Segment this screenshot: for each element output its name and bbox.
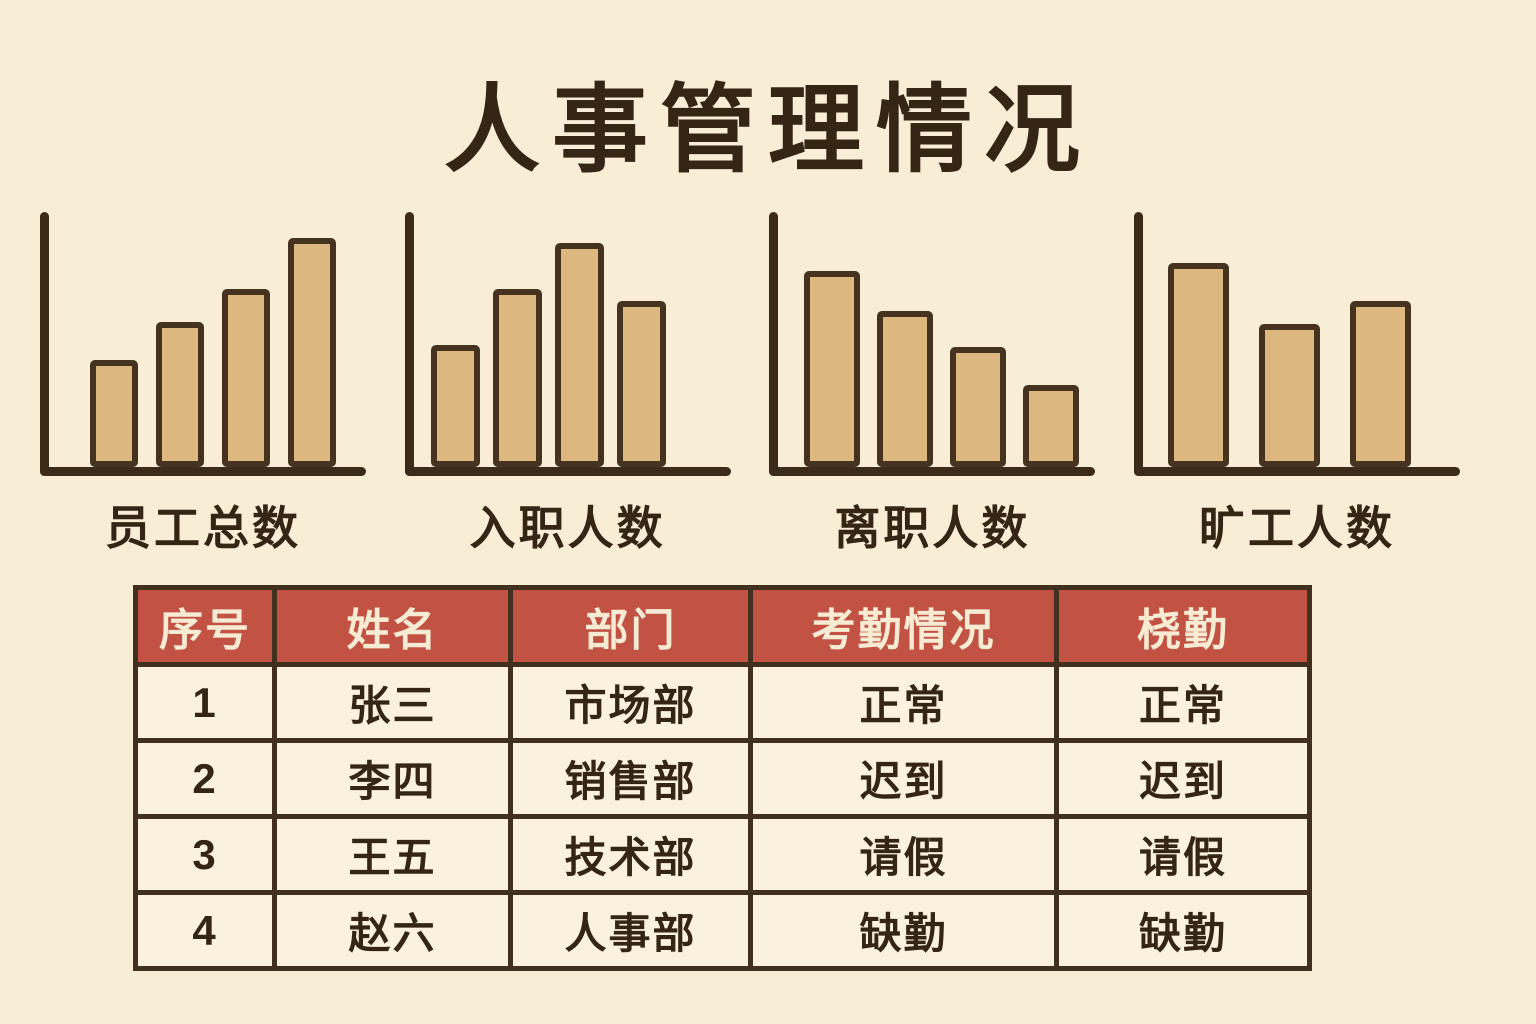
plot-area [404, 212, 731, 476]
y-axis [40, 212, 49, 476]
table-cell: 王五 [272, 814, 513, 895]
table-row: 2 李四 销售部 迟到 迟到 [133, 738, 1312, 819]
table-cell: 请假 [748, 814, 1059, 895]
table-cell: 人事部 [508, 890, 753, 971]
chart-label-departures: 离职人数 [834, 502, 1031, 554]
plot-area [1133, 212, 1460, 476]
table-row: 3 王五 技术部 请假 请假 [133, 814, 1312, 895]
bar-2 [492, 288, 542, 467]
table-row: 1 张三 市场部 正常 正常 [133, 662, 1312, 743]
header-cell-attendance-status: 考勤情况 [748, 585, 1059, 667]
table-cell: 李四 [272, 738, 513, 819]
bar-group [49, 212, 364, 467]
bar-group [778, 212, 1093, 467]
bar-1 [90, 359, 138, 467]
table-cell: 迟到 [1054, 738, 1312, 819]
plot-area [40, 212, 366, 476]
table-cell: 正常 [1054, 662, 1312, 743]
chart-label-new-hires: 入职人数 [469, 502, 666, 554]
x-axis [1133, 467, 1460, 476]
header-cell-index: 序号 [133, 585, 277, 667]
table-cell: 销售部 [508, 738, 753, 819]
bar-4 [288, 237, 336, 467]
bar-3 [554, 242, 604, 467]
chart-label-total-employees: 员工总数 [105, 502, 301, 554]
x-axis [769, 467, 1096, 476]
table-cell: 赵六 [272, 890, 513, 971]
bar-2 [1258, 324, 1320, 467]
table-cell: 迟到 [748, 738, 1059, 819]
bar-2 [156, 321, 204, 467]
chart-label-absentees: 旷工人数 [1198, 502, 1395, 554]
chart-total-employees: 员工总数 [40, 212, 366, 558]
table-row: 4 赵六 人事部 缺勤 缺勤 [133, 890, 1312, 971]
header-cell-department: 部门 [508, 585, 753, 667]
bar-3 [1349, 301, 1411, 467]
table-cell: 市场部 [508, 662, 753, 743]
table-cell: 3 [133, 814, 277, 895]
table-cell: 1 [133, 662, 277, 743]
chart-new-hires: 入职人数 [404, 212, 731, 558]
bar-2 [877, 311, 934, 467]
table-cell: 请假 [1054, 814, 1312, 895]
table-cell: 技术部 [508, 814, 753, 895]
table-cell: 正常 [748, 662, 1059, 743]
bar-3 [950, 347, 1007, 467]
x-axis [404, 467, 731, 476]
y-axis [404, 212, 414, 476]
table-cell: 2 [133, 738, 277, 819]
y-axis [769, 212, 779, 476]
table-cell: 4 [133, 890, 277, 971]
charts-row: 员工总数 入职人数 离职人数 旷工人数 [40, 212, 1460, 558]
bar-1 [804, 270, 861, 467]
bar-group [1143, 212, 1458, 467]
y-axis [1133, 212, 1143, 476]
table-cell: 张三 [272, 662, 513, 743]
bar-1 [1167, 263, 1229, 467]
bar-3 [222, 288, 270, 467]
plot-area [769, 212, 1096, 476]
table-cell: 缺勤 [748, 890, 1059, 971]
bar-4 [1023, 385, 1080, 467]
chart-departures: 离职人数 [769, 212, 1096, 558]
x-axis [40, 467, 366, 476]
bar-group [414, 212, 729, 467]
bar-1 [430, 344, 480, 467]
attendance-table: 序号 姓名 部门 考勤情况 桡勤 1 张三 市场部 正常 正常 2 李四 销售部… [133, 585, 1312, 971]
header-cell-attendance: 桡勤 [1054, 585, 1312, 667]
chart-absentees: 旷工人数 [1133, 212, 1460, 558]
table-header-row: 序号 姓名 部门 考勤情况 桡勤 [133, 585, 1312, 667]
table-cell: 缺勤 [1054, 890, 1312, 971]
page-title: 人事管理情况 [444, 77, 1092, 184]
header-cell-name: 姓名 [272, 585, 513, 667]
bar-4 [616, 301, 666, 467]
